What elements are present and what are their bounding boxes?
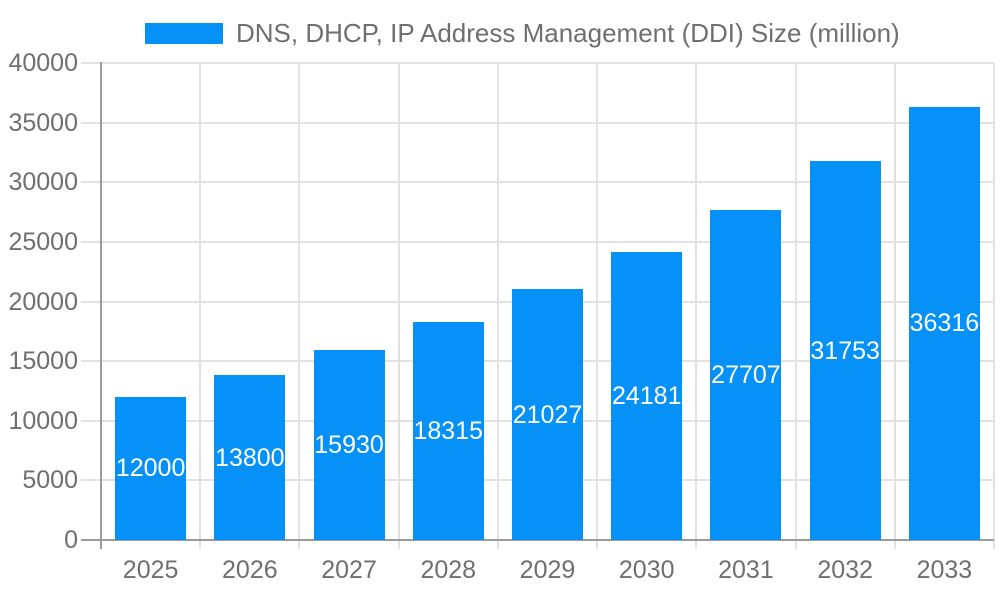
x-axis-tick-label: 2033 xyxy=(916,556,973,584)
x-gridline xyxy=(695,62,698,549)
y-gridline xyxy=(81,181,994,184)
y-axis-tick-label: 35000 xyxy=(8,108,78,137)
bar-value-label: 12000 xyxy=(115,454,186,483)
x-gridline xyxy=(993,62,995,549)
bar-value-label: 27707 xyxy=(711,360,781,389)
legend-item[interactable]: DNS, DHCP, IP Address Management (DDI) S… xyxy=(145,19,900,47)
x-gridline xyxy=(298,62,301,549)
bar[interactable]: 24181 xyxy=(611,251,683,540)
x-gridline xyxy=(596,62,599,549)
bar[interactable]: 36316 xyxy=(908,106,980,540)
x-axis-tick-label: 2029 xyxy=(519,556,576,584)
bar[interactable]: 27707 xyxy=(710,209,782,540)
x-gridline xyxy=(397,62,400,549)
bar[interactable]: 21027 xyxy=(512,289,583,540)
bar-value-label: 36316 xyxy=(909,309,980,338)
x-axis-tick-label: 2030 xyxy=(618,556,675,584)
bar[interactable]: 12000 xyxy=(115,396,187,540)
bar-value-label: 31753 xyxy=(810,336,880,365)
bar[interactable]: 31753 xyxy=(809,161,881,540)
x-axis-tick-label: 2032 xyxy=(817,556,873,584)
x-gridline xyxy=(893,62,896,549)
x-axis-tick-label: 2031 xyxy=(718,556,774,584)
y-axis-tick-label: 20000 xyxy=(8,287,78,316)
bar-value-label: 18315 xyxy=(413,416,484,445)
x-axis-tick-label: 2025 xyxy=(122,556,179,584)
x-axis-tick-label: 2028 xyxy=(420,556,477,584)
y-axis-tick-label: 0 xyxy=(64,526,78,554)
bar-value-label: 21027 xyxy=(512,400,583,429)
y-axis-tick-label: 40000 xyxy=(8,49,78,77)
bar[interactable]: 15930 xyxy=(313,350,385,540)
bar-value-label: 24181 xyxy=(611,381,682,410)
y-gridline xyxy=(81,240,994,243)
y-axis-tick-label: 5000 xyxy=(22,466,78,495)
bar-value-label: 13800 xyxy=(215,443,285,472)
y-axis-tick-label: 15000 xyxy=(8,347,78,376)
x-gridline xyxy=(794,62,797,549)
y-axis-tick-label: 10000 xyxy=(8,406,78,435)
y-axis-tick-label: 30000 xyxy=(8,168,78,197)
y-axis-tick-label: 25000 xyxy=(8,227,78,256)
bar[interactable]: 13800 xyxy=(214,375,286,540)
y-gridline xyxy=(81,121,994,124)
y-gridline xyxy=(81,62,994,64)
x-gridline xyxy=(496,62,499,549)
legend-label: DNS, DHCP, IP Address Management (DDI) S… xyxy=(236,18,900,48)
x-axis-line xyxy=(81,539,994,541)
bar[interactable]: 18315 xyxy=(412,321,484,540)
x-axis-tick-label: 2027 xyxy=(321,556,377,584)
bar-value-label: 15930 xyxy=(314,431,384,459)
legend-color-swatch-icon xyxy=(145,22,223,44)
y-axis-line xyxy=(100,62,102,549)
x-gridline xyxy=(199,62,202,549)
x-axis-tick-label: 2026 xyxy=(222,556,278,584)
